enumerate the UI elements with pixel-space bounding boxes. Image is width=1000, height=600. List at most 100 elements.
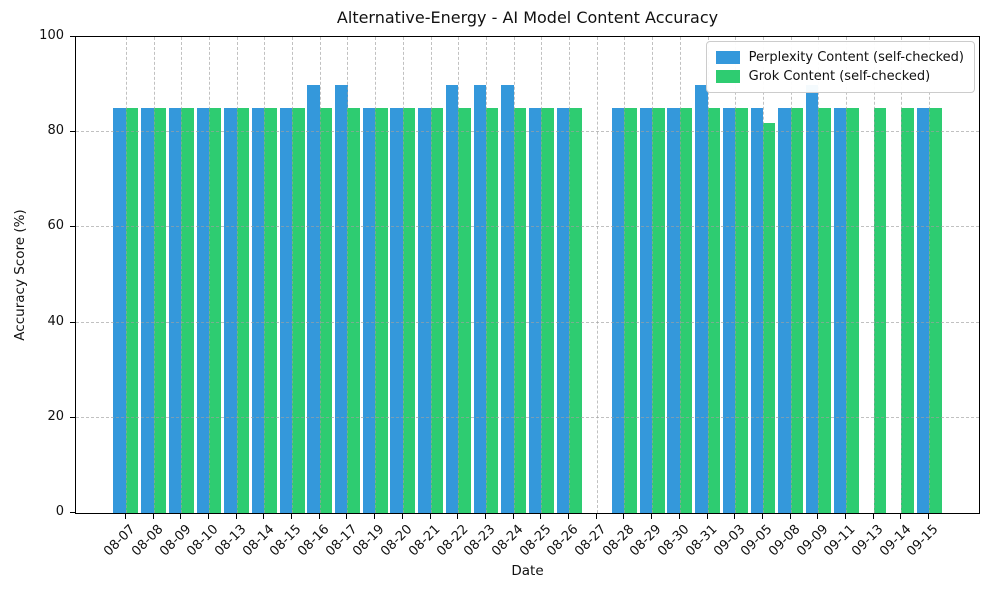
x-tick-mark xyxy=(595,514,597,519)
x-tick-mark xyxy=(124,514,126,519)
bar-grok xyxy=(125,108,139,513)
v-gridline xyxy=(762,37,764,513)
x-tick-mark xyxy=(346,514,348,519)
bar-grok xyxy=(679,108,693,513)
v-gridline xyxy=(125,37,127,513)
bar-grok xyxy=(402,108,416,513)
v-gridline xyxy=(153,37,155,513)
bar-grok xyxy=(901,108,914,513)
bar-perplexity xyxy=(722,108,736,513)
bar-perplexity xyxy=(279,108,293,513)
x-tick-mark xyxy=(761,514,763,519)
bar-perplexity xyxy=(639,108,653,513)
chart-title: Alternative-Energy - AI Model Content Ac… xyxy=(336,8,719,27)
v-gridline xyxy=(679,37,681,513)
bar-perplexity xyxy=(362,108,376,513)
x-tick-mark xyxy=(872,514,874,519)
v-gridline xyxy=(541,37,543,513)
bar-perplexity xyxy=(612,108,625,513)
bar-perplexity xyxy=(473,84,486,513)
x-tick-mark xyxy=(318,514,320,519)
y-tick-label: 100 xyxy=(39,28,64,44)
x-tick-label: 09-08 xyxy=(765,522,804,560)
bar-perplexity xyxy=(750,108,763,513)
h-gridline xyxy=(76,131,979,133)
y-tick-label: 80 xyxy=(47,123,64,139)
bar-perplexity xyxy=(556,108,570,513)
bar-perplexity xyxy=(528,108,542,513)
bar-perplexity xyxy=(113,108,126,513)
bar-grok xyxy=(375,108,388,513)
x-tick-mark xyxy=(623,514,625,519)
v-gridline xyxy=(624,37,626,513)
bar-perplexity xyxy=(335,84,348,513)
x-tick-mark xyxy=(706,514,708,519)
h-gridline xyxy=(76,226,979,228)
x-tick-mark xyxy=(457,514,459,519)
x-tick-mark xyxy=(152,514,154,519)
legend-swatch xyxy=(715,51,740,64)
bar-perplexity xyxy=(251,108,265,513)
bar-grok xyxy=(569,108,582,513)
x-tick-mark xyxy=(568,514,570,519)
bar-grok xyxy=(347,108,360,513)
bar-perplexity xyxy=(224,108,237,513)
bar-grok xyxy=(236,108,250,513)
x-tick-mark xyxy=(651,514,653,519)
bar-perplexity xyxy=(805,84,819,513)
v-gridline xyxy=(264,37,266,513)
plot-area xyxy=(75,36,980,514)
bar-perplexity xyxy=(778,108,791,513)
v-gridline xyxy=(319,37,321,513)
bar-grok xyxy=(707,108,720,513)
bar-perplexity xyxy=(418,108,431,513)
x-tick-mark xyxy=(374,514,376,519)
x-tick-label: 08-27 xyxy=(572,522,610,560)
legend-label: Perplexity Content (self-checked) xyxy=(748,50,964,65)
x-tick-label: 08-21 xyxy=(405,522,444,560)
bar-grok xyxy=(541,108,554,513)
x-tick-mark xyxy=(845,514,846,519)
bar-perplexity xyxy=(833,108,847,513)
x-tick-mark xyxy=(429,514,431,519)
v-gridline xyxy=(236,37,238,513)
v-gridline xyxy=(873,37,875,513)
v-gridline xyxy=(513,37,515,513)
v-gridline xyxy=(846,37,847,513)
h-gridline xyxy=(76,416,979,418)
x-tick-label: 08-13 xyxy=(211,522,250,560)
bar-perplexity xyxy=(695,84,708,513)
v-gridline xyxy=(430,37,432,513)
v-gridline xyxy=(485,37,487,513)
bar-grok xyxy=(873,108,887,513)
legend-entry: Grok Content (self-checked) xyxy=(715,67,964,86)
bar-perplexity xyxy=(445,84,459,513)
v-gridline xyxy=(347,37,349,513)
y-tick-mark xyxy=(70,131,75,133)
bar-grok xyxy=(319,108,333,513)
v-gridline xyxy=(790,37,792,513)
bar-perplexity xyxy=(196,108,209,513)
bar-grok xyxy=(735,108,748,513)
legend-swatch xyxy=(715,70,740,83)
y-tick-mark xyxy=(70,416,75,418)
v-gridline xyxy=(375,37,377,513)
legend: Perplexity Content (self-checked) Grok Co… xyxy=(705,41,975,93)
bar-grok xyxy=(485,108,499,513)
bar-grok xyxy=(430,108,444,513)
y-tick-mark xyxy=(70,321,75,323)
bar-grok xyxy=(181,108,194,513)
legend-entry: Perplexity Content (self-checked) xyxy=(715,48,964,67)
x-tick-mark xyxy=(540,514,542,519)
y-tick-mark xyxy=(70,226,75,228)
y-tick-mark xyxy=(70,512,75,513)
bar-perplexity xyxy=(916,108,930,513)
v-gridline xyxy=(208,37,210,513)
bar-perplexity xyxy=(390,108,403,513)
x-tick-label: 08-07 xyxy=(101,522,139,560)
bar-grok xyxy=(929,108,942,513)
bar-grok xyxy=(513,108,527,513)
x-tick-mark xyxy=(928,514,930,519)
x-tick-mark xyxy=(734,514,736,519)
x-tick-mark xyxy=(291,514,292,519)
